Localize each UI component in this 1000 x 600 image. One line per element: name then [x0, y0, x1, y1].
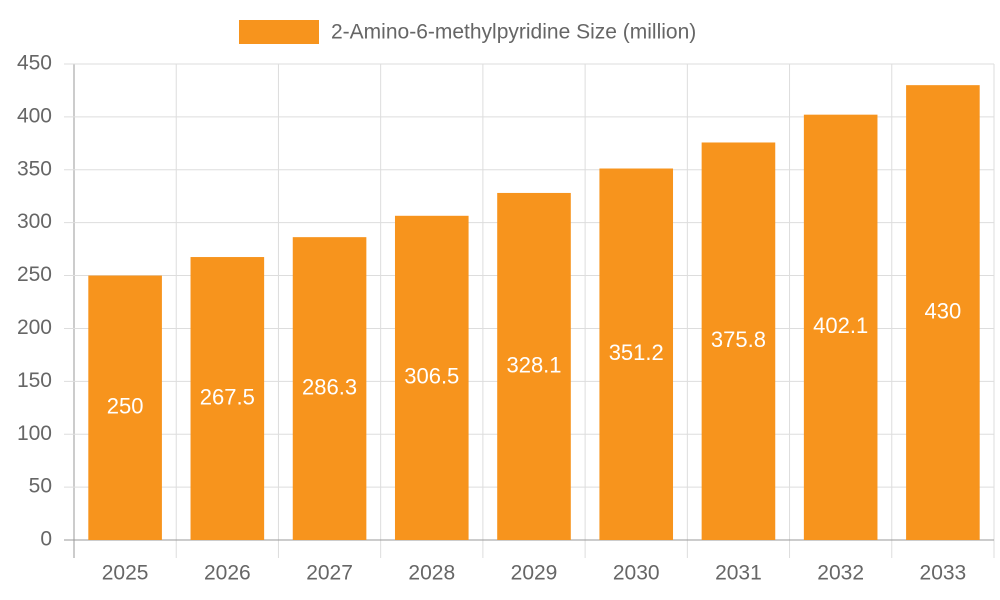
value-label: 328.1 [506, 352, 561, 377]
value-label: 250 [107, 394, 144, 419]
x-tick-label: 2032 [817, 562, 864, 585]
y-tick-label: 150 [17, 369, 52, 392]
value-label: 351.2 [609, 340, 664, 365]
bar [497, 192, 571, 540]
y-tick-label: 400 [17, 104, 52, 127]
value-label: 286.3 [302, 374, 357, 399]
value-label: 306.5 [404, 364, 459, 389]
value-label: 402.1 [813, 313, 868, 338]
x-tick-label: 2027 [306, 562, 353, 585]
bar [803, 114, 878, 541]
bar [88, 275, 162, 540]
y-tick-label: 250 [17, 263, 52, 286]
value-label: 267.5 [200, 384, 255, 409]
y-tick-label: 200 [17, 316, 52, 339]
legend-label: 2-Amino-6-methylpyridine Size (million) [331, 21, 696, 44]
bar [906, 85, 980, 541]
bar [394, 215, 469, 540]
y-tick-label: 300 [17, 210, 52, 233]
y-tick-label: 50 [29, 475, 52, 498]
x-tick-label: 2026 [204, 562, 251, 585]
y-tick-label: 0 [40, 528, 52, 551]
bar [701, 142, 776, 540]
x-tick-label: 2033 [920, 562, 967, 585]
value-label: 430 [925, 298, 962, 323]
bar [292, 237, 367, 541]
legend-swatch [239, 20, 319, 44]
x-tick-label: 2030 [613, 562, 660, 585]
x-tick-label: 2025 [102, 562, 149, 585]
x-tick-label: 2028 [408, 562, 455, 585]
value-label: 375.8 [711, 327, 766, 352]
x-tick-label: 2029 [511, 562, 558, 585]
bar [599, 168, 674, 541]
bar [190, 257, 265, 540]
y-tick-label: 350 [17, 157, 52, 180]
x-tick-label: 2031 [715, 562, 762, 585]
y-tick-label: 100 [17, 422, 52, 445]
y-tick-label: 450 [17, 52, 52, 75]
